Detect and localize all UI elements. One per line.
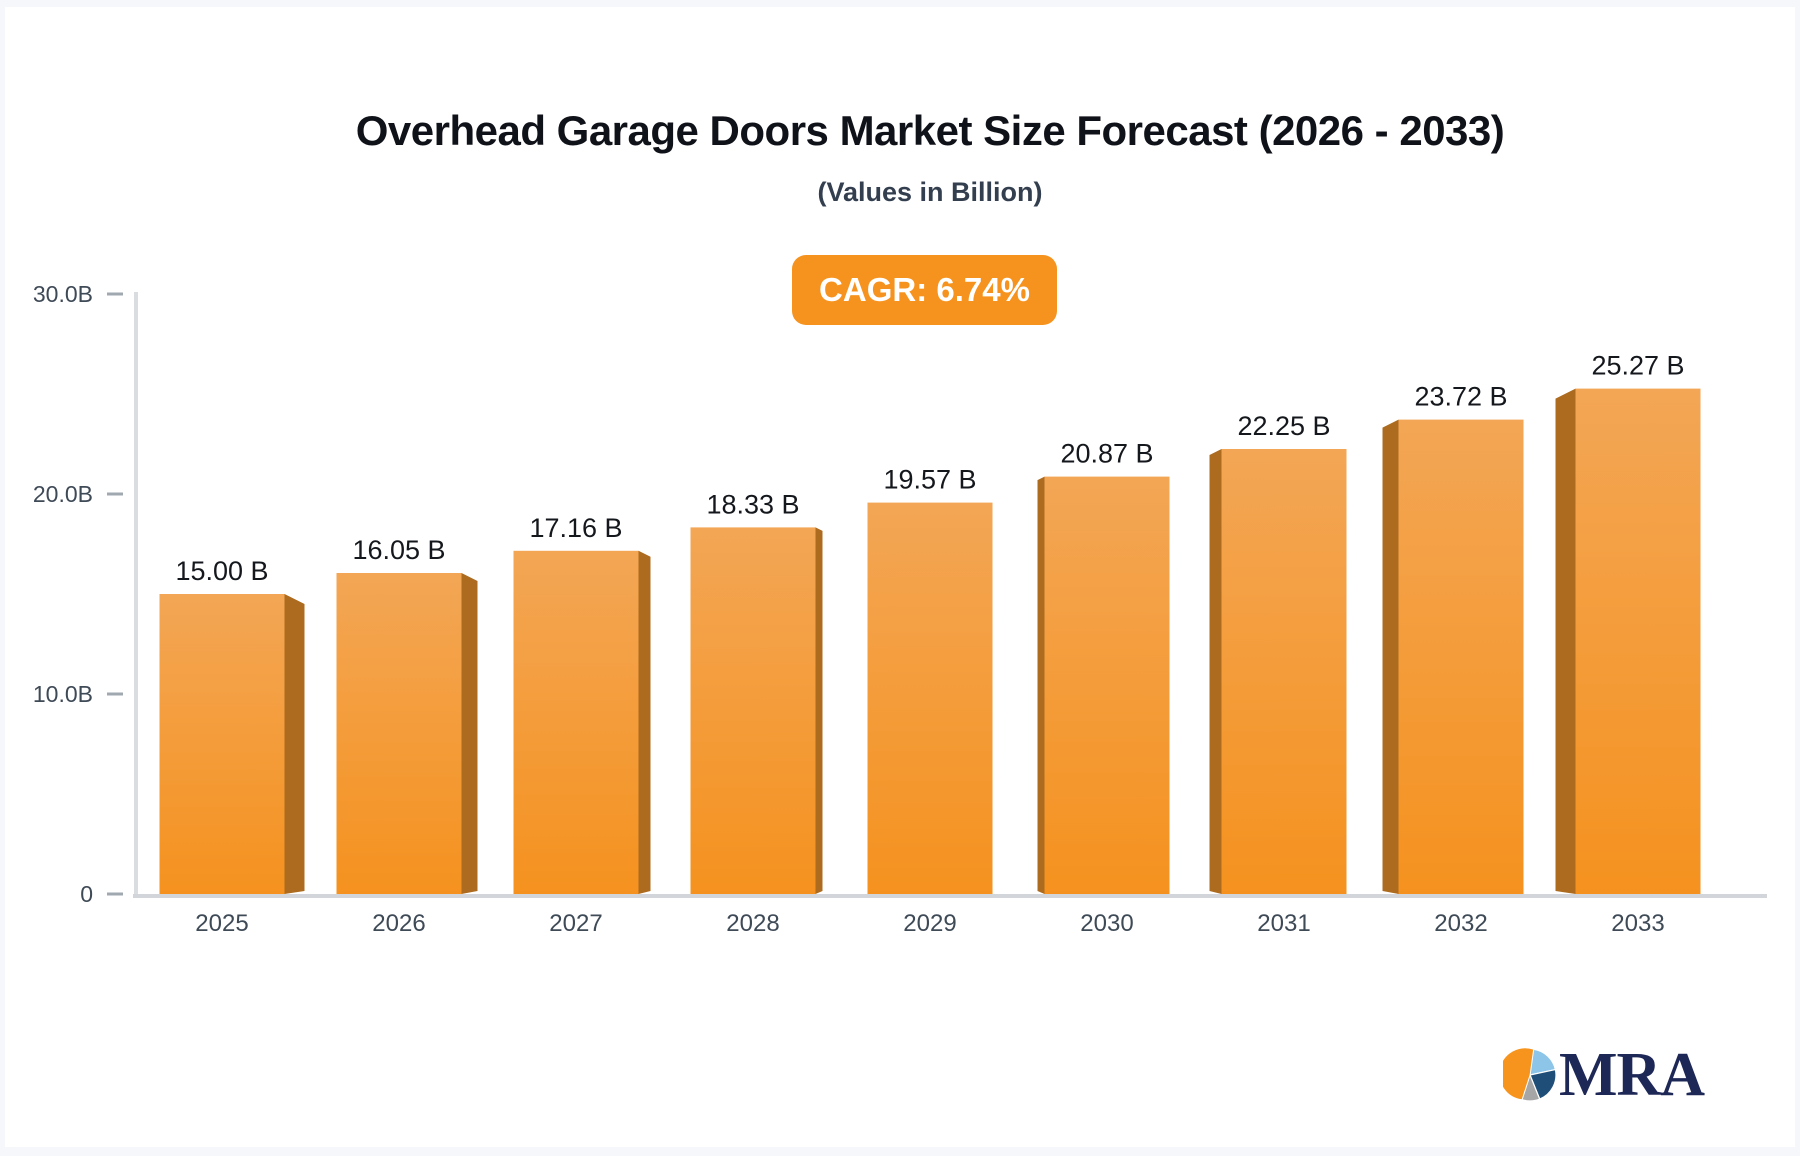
x-axis-category-label: 2025 [195,910,248,937]
bar-front-face [1575,388,1701,894]
cagr-badge: CAGR: 6.74% [792,255,1057,325]
bar-value-label: 17.16 B [529,513,622,543]
bar-front-face [336,573,462,894]
x-axis-category-label: 2031 [1257,910,1310,937]
x-axis-category-label: 2026 [372,910,425,937]
mra-logo: MRA [1503,1043,1713,1107]
bar-front-face [867,502,993,894]
bar-side-face [1209,449,1222,894]
bar-value-label: 23.72 B [1414,382,1507,412]
y-axis-tick-label: 0 [80,881,93,907]
bar-front-face [1044,476,1170,894]
x-axis-category-label: 2028 [726,910,779,937]
bar-front-face [513,550,639,894]
y-axis-tick-label: 10.0B [33,681,93,707]
bar-side-face [1382,419,1399,894]
bar-front-face [1221,449,1347,894]
x-axis-category-label: 2032 [1434,910,1487,937]
bar-side-face [284,594,305,894]
y-axis-tick-label: 30.0B [33,281,93,307]
bar-side-face [638,550,651,894]
pie-chart-logo-icon [1503,1048,1557,1102]
bar-value-label: 18.33 B [706,489,799,519]
bar-value-label: 16.05 B [352,535,445,565]
chart-subtitle: (Values in Billion) [817,177,1043,207]
bar-front-face [690,527,816,894]
bar-side-face [1555,388,1576,894]
bar-value-label: 25.27 B [1591,351,1684,381]
cagr-badge-label: CAGR: 6.74% [819,271,1030,308]
bar-value-label: 19.57 B [883,465,976,495]
bar-value-label: 15.00 B [175,556,268,586]
bar-value-label: 20.87 B [1060,439,1153,469]
bar-chart: 0 10.0B 20.0B 30.0B 15.00 B 2025 16.05 B 2026 17… [33,281,1767,937]
x-axis-category-label: 2027 [549,910,602,937]
bar-value-label: 22.25 B [1237,411,1330,441]
bar-side-face [461,573,478,894]
chart-title: Overhead Garage Doors Market Size Foreca… [355,107,1505,154]
bar-front-face [159,594,285,894]
y-axis-tick-label: 20.0B [33,481,93,507]
chart-card: Overhead Garage Doors Market Size Foreca… [5,7,1795,1147]
x-axis-category-label: 2029 [903,910,956,937]
bar-side-face [1037,476,1045,894]
x-axis-category-label: 2030 [1080,910,1133,937]
x-axis-category-label: 2033 [1611,910,1664,937]
bar-side-face [815,527,823,894]
bar-front-face [1398,419,1524,894]
logo-wordmark: MRA [1559,1041,1705,1109]
